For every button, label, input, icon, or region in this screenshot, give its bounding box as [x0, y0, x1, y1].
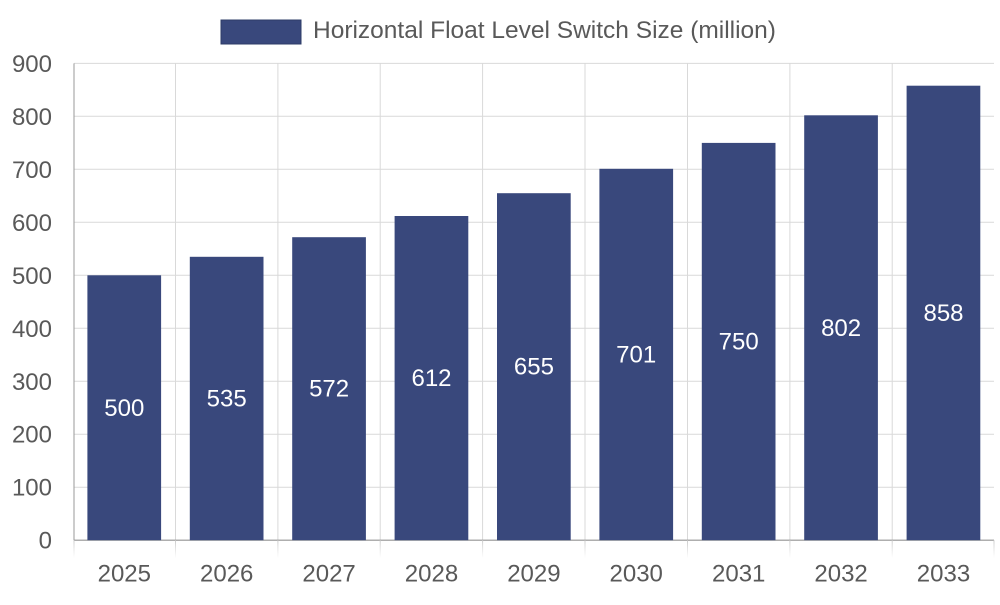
svg-text:700: 700: [12, 157, 52, 184]
svg-text:2033: 2033: [917, 560, 970, 587]
svg-text:2032: 2032: [814, 560, 867, 587]
svg-text:900: 900: [12, 51, 52, 78]
svg-text:2031: 2031: [712, 560, 765, 587]
svg-text:0: 0: [39, 528, 52, 555]
svg-text:750: 750: [719, 329, 759, 356]
svg-text:858: 858: [923, 300, 963, 327]
svg-text:2025: 2025: [98, 560, 151, 587]
svg-text:300: 300: [12, 369, 52, 396]
svg-text:572: 572: [309, 376, 349, 403]
svg-text:802: 802: [821, 315, 861, 342]
svg-text:400: 400: [12, 316, 52, 343]
svg-text:2030: 2030: [610, 560, 663, 587]
svg-text:200: 200: [12, 422, 52, 449]
svg-text:600: 600: [12, 210, 52, 237]
svg-text:2026: 2026: [200, 560, 253, 587]
svg-text:500: 500: [12, 263, 52, 290]
svg-text:800: 800: [12, 104, 52, 131]
svg-text:500: 500: [104, 395, 144, 422]
svg-text:Horizontal Float Level Switch: Horizontal Float Level Switch Size (mill…: [313, 17, 776, 44]
svg-text:2027: 2027: [302, 560, 355, 587]
svg-text:100: 100: [12, 475, 52, 502]
svg-text:701: 701: [616, 342, 656, 369]
svg-text:2029: 2029: [507, 560, 560, 587]
svg-text:612: 612: [411, 365, 451, 392]
svg-text:655: 655: [514, 354, 554, 381]
svg-text:2028: 2028: [405, 560, 458, 587]
svg-text:535: 535: [207, 386, 247, 413]
